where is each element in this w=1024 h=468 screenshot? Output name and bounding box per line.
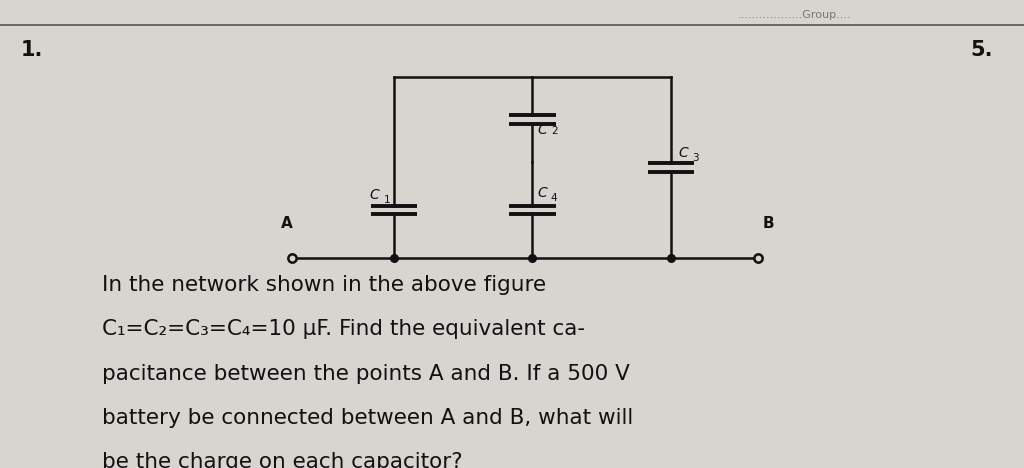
Text: pacitance between the points A and B. If a 500 V: pacitance between the points A and B. If…: [102, 364, 631, 384]
Text: 5.: 5.: [971, 40, 993, 60]
Text: C: C: [538, 123, 548, 137]
Text: In the network shown in the above figure: In the network shown in the above figure: [102, 275, 547, 295]
Text: be the charge on each capacitor?: be the charge on each capacitor?: [102, 452, 463, 468]
Text: B: B: [763, 216, 774, 231]
Text: 4: 4: [551, 193, 557, 203]
Text: ..................Group....: ..................Group....: [737, 10, 851, 20]
Text: 1.: 1.: [20, 40, 43, 60]
Text: A: A: [281, 216, 293, 231]
Text: C: C: [679, 146, 689, 160]
Text: battery be connected between A and B, what will: battery be connected between A and B, wh…: [102, 408, 634, 428]
Text: 2: 2: [551, 126, 557, 136]
Text: C: C: [369, 188, 379, 202]
Text: 3: 3: [692, 153, 698, 163]
Text: 1: 1: [384, 195, 390, 205]
Text: C₁=C₂=C₃=C₄=10 μF. Find the equivalent ca-: C₁=C₂=C₃=C₄=10 μF. Find the equivalent c…: [102, 320, 586, 339]
Text: C: C: [538, 186, 548, 200]
